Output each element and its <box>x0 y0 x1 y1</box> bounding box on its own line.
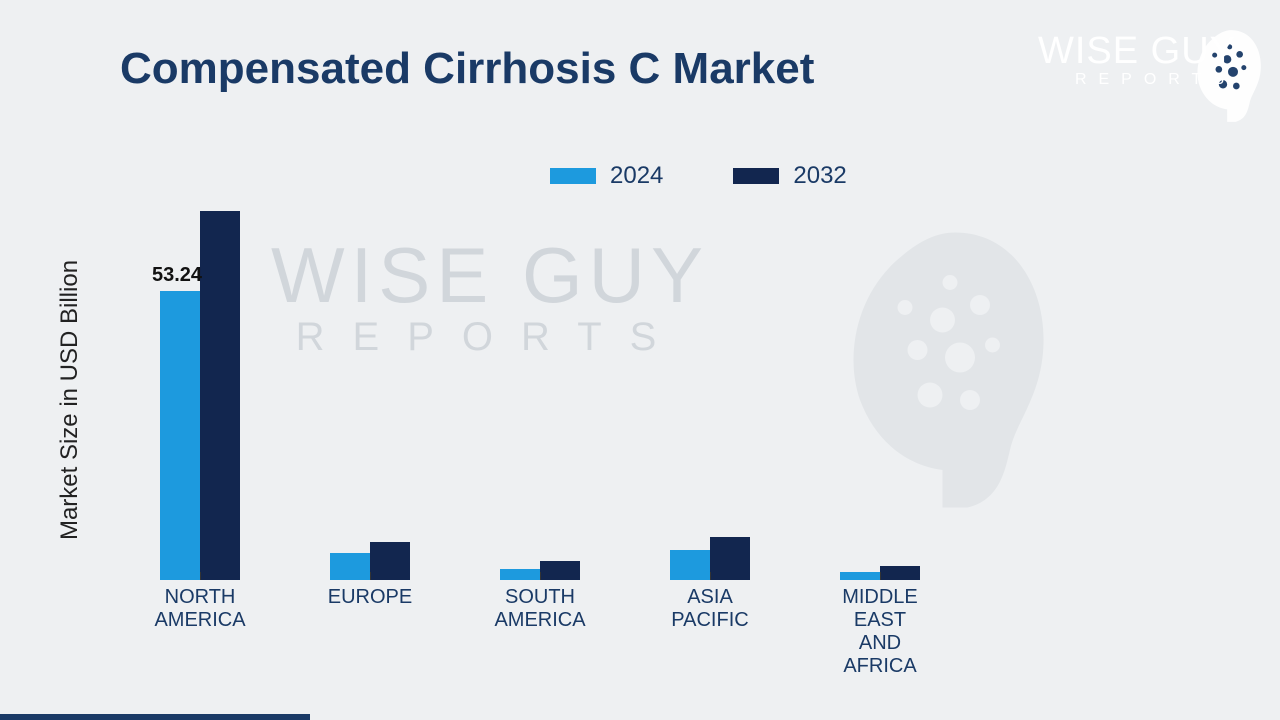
brand-line2: REPORTS <box>1038 71 1236 89</box>
x-axis-label: EUROPE <box>290 586 450 609</box>
bar <box>540 561 580 580</box>
x-tick <box>880 572 881 580</box>
legend-swatch-2032 <box>733 168 779 184</box>
x-tick <box>370 572 371 580</box>
legend-swatch-2024 <box>550 168 596 184</box>
chart-title: Compensated Cirrhosis C Market <box>120 44 814 94</box>
x-axis-label: MIDDLEEASTANDAFRICA <box>800 586 960 678</box>
x-tick <box>540 572 541 580</box>
legend-item-2032: 2032 <box>733 162 846 190</box>
bar <box>370 542 410 580</box>
x-tick <box>200 572 201 580</box>
y-axis-label: Market Size in USD Billion <box>56 260 84 540</box>
bar <box>710 537 750 580</box>
legend-label-2032: 2032 <box>793 162 846 190</box>
bar <box>160 291 200 580</box>
bar-value-label: 53.24 <box>152 264 202 287</box>
bar <box>200 211 240 580</box>
legend-label-2024: 2024 <box>610 162 663 190</box>
bar <box>330 553 370 580</box>
bar <box>670 550 710 580</box>
chart-stage: WISE GUY REPORTS WISE GUY REPORTS Compen… <box>0 0 1280 720</box>
x-axis-label: ASIAPACIFIC <box>630 586 790 632</box>
brand-line1: WISE GUY <box>1038 30 1236 73</box>
legend-item-2024: 2024 <box>550 162 663 190</box>
bar <box>500 569 540 580</box>
x-tick <box>710 572 711 580</box>
x-axis-label: SOUTHAMERICA <box>460 586 620 632</box>
plot-area: 53.24 <box>120 200 970 580</box>
bar <box>840 572 880 580</box>
legend: 2024 2032 <box>550 162 847 190</box>
bar <box>880 566 920 580</box>
x-axis-labels: NORTHAMERICA EUROPE SOUTHAMERICAASIAPACIFI… <box>120 586 970 706</box>
bottom-strip <box>0 714 310 720</box>
brand-logo: WISE GUY REPORTS <box>1038 30 1236 89</box>
x-axis-label: NORTHAMERICA <box>120 586 280 632</box>
